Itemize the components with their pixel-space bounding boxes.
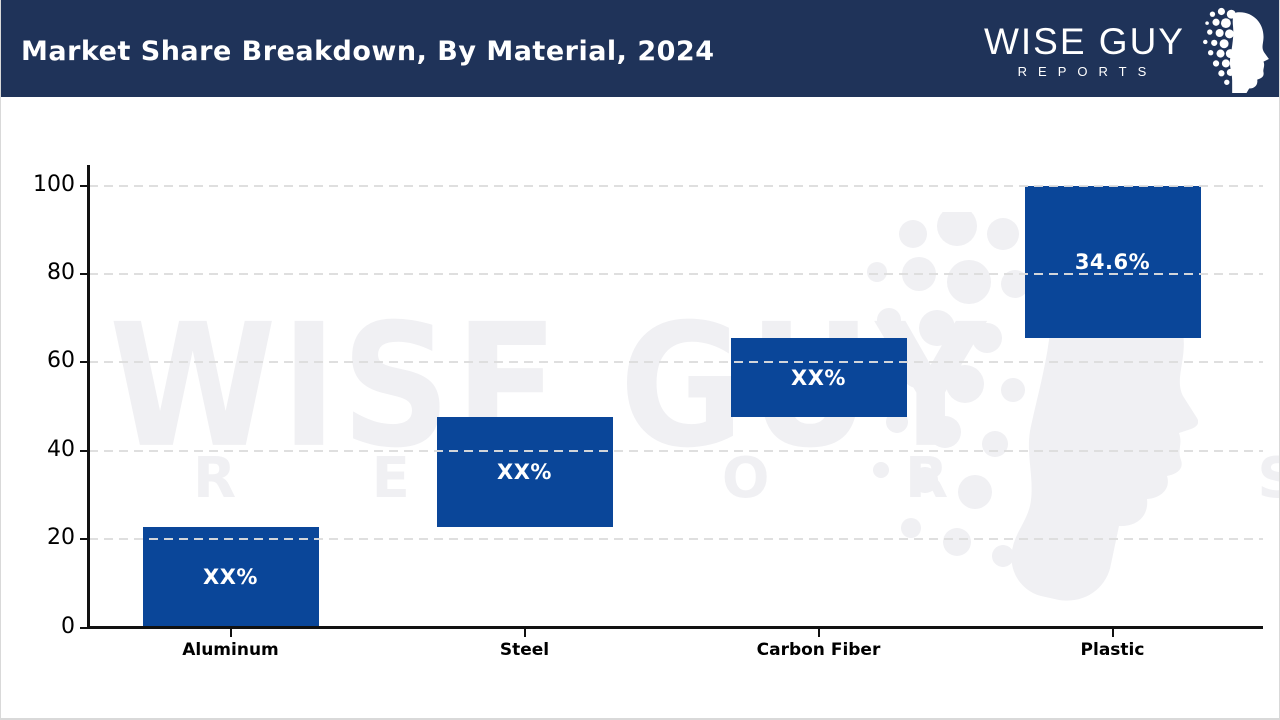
logo-text: WISE GUY REPORTS (984, 21, 1185, 79)
chart-area: WISE GUY R E P O R T S 0 20 40 6 (1, 97, 1279, 718)
bar-value-label-steel: XX% (497, 459, 552, 484)
gridline-80 (89, 272, 1263, 275)
x-tick-carbon-fiber (817, 629, 820, 637)
bar-aluminum: XX% (142, 527, 319, 628)
y-tick-label: 40 (47, 436, 75, 462)
y-tick (80, 538, 88, 541)
y-tick (80, 626, 88, 629)
header-bar: Market Share Breakdown, By Material, 202… (1, 0, 1279, 97)
y-tick (80, 449, 88, 452)
category-label-aluminum: Aluminum (182, 640, 279, 660)
y-tick (80, 361, 88, 364)
x-tick-steel (523, 629, 526, 637)
bar-value-label-aluminum: XX% (203, 565, 258, 590)
gridline-60 (89, 361, 1263, 364)
bar-value-label-carbon-fiber: XX% (791, 365, 846, 390)
y-tick (80, 272, 88, 275)
page-title: Market Share Breakdown, By Material, 202… (21, 36, 715, 67)
category-label-plastic: Plastic (1080, 640, 1145, 660)
y-tick-label: 60 (47, 348, 75, 374)
category-label-carbon-fiber: Carbon Fiber (756, 640, 881, 660)
category-label-steel: Steel (499, 640, 550, 660)
y-tick-label: 20 (47, 525, 75, 551)
bar-carbon-fiber: XX% (730, 338, 907, 417)
gridline-40 (89, 449, 1263, 452)
x-axis-line (87, 626, 1263, 629)
y-axis-line (87, 165, 90, 629)
x-tick-aluminum (229, 629, 232, 637)
y-tick-label: 80 (47, 259, 75, 285)
bar-plastic: 34.6% (1024, 185, 1201, 339)
bar-steel: XX% (436, 416, 613, 528)
logo-subtitle: REPORTS (1017, 64, 1158, 79)
dot-head-profile-icon (1203, 7, 1269, 93)
logo-wordmark: WISE GUY (983, 21, 1185, 62)
x-tick-plastic (1111, 629, 1114, 637)
y-tick (80, 184, 88, 187)
gridline-20 (89, 538, 1263, 541)
y-tick-label: 0 (61, 613, 75, 639)
y-tick-label: 100 (33, 171, 75, 197)
bar-value-label-plastic: 34.6% (1074, 249, 1151, 274)
wise-guy-reports-logo: WISE GUY REPORTS (984, 6, 1271, 94)
gridline-100 (89, 184, 1263, 187)
